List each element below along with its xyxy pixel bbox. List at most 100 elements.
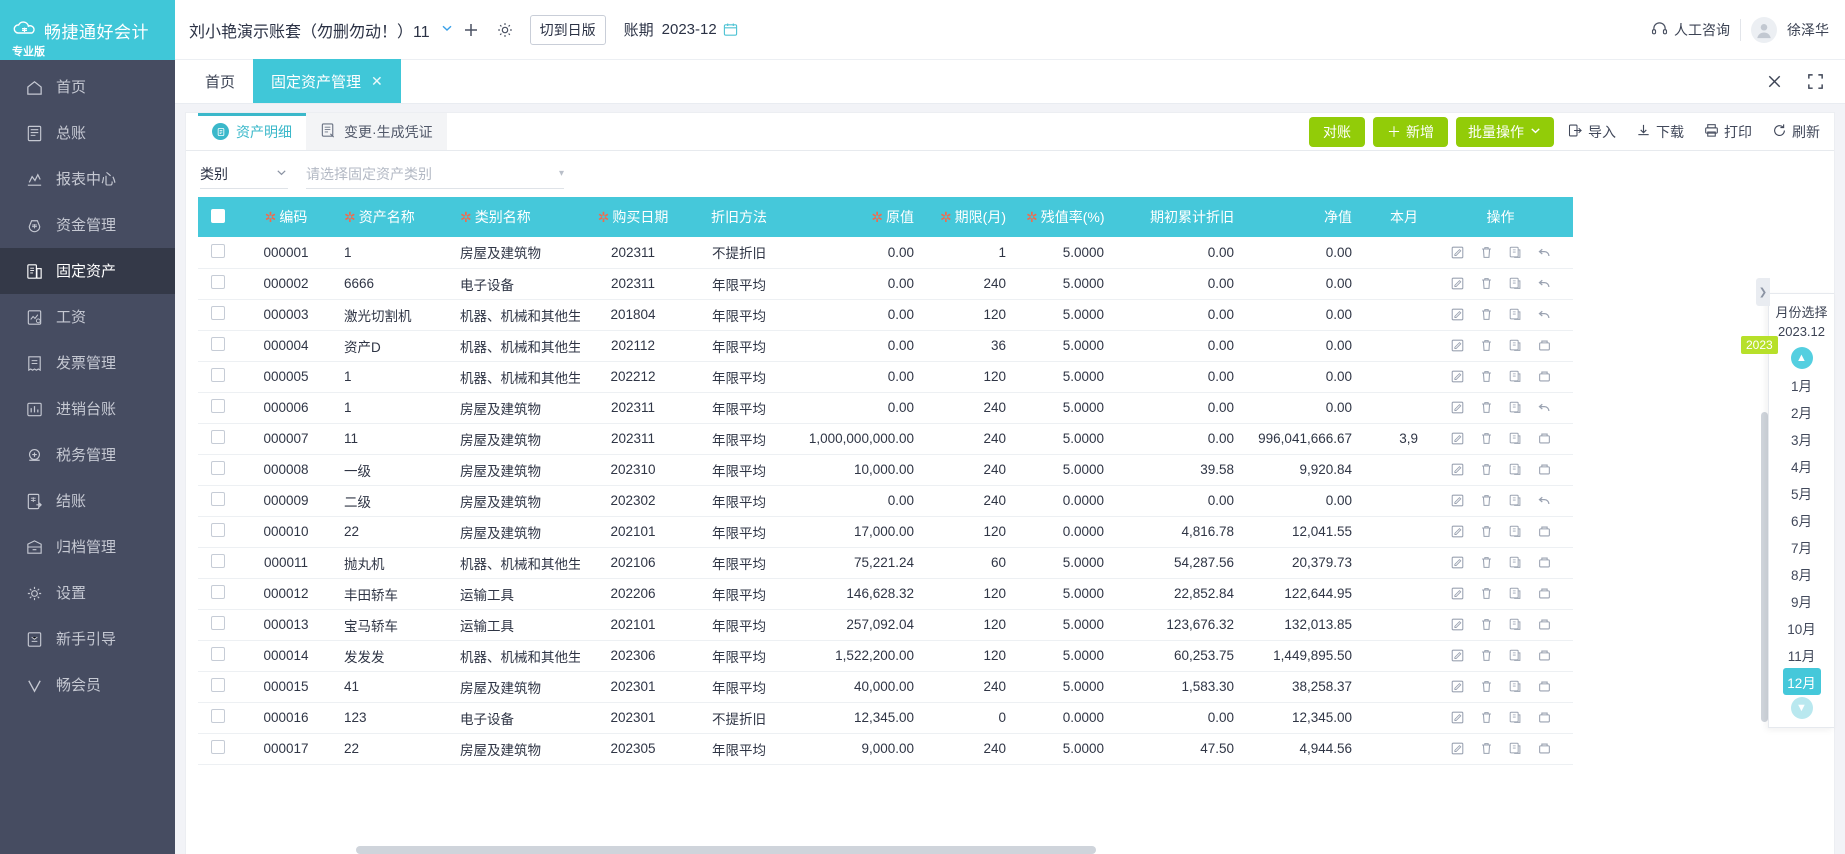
month-option-1月[interactable]: 1月 [1790, 378, 1812, 394]
add-button[interactable]: ＋ 新增 [1373, 117, 1448, 147]
sidebar-item-4[interactable]: 资金管理 [0, 202, 175, 248]
table-row[interactable]: 000015 41 房屋及建筑物 202301 年限平均 40,000.00 240 5.00… [198, 671, 1573, 703]
row-checkbox[interactable] [211, 554, 225, 568]
table-row[interactable]: 000006 1 房屋及建筑物 202311 年限平均 0.00 240 5.0000 0.00… [198, 392, 1573, 424]
month-option-6月[interactable]: 6月 [1790, 513, 1812, 529]
row-checkbox[interactable] [211, 430, 225, 444]
row-checkbox-cell[interactable] [198, 392, 238, 424]
row-checkbox-cell[interactable] [198, 733, 238, 765]
download-button[interactable]: 下载 [1630, 122, 1690, 142]
table-row[interactable]: 000004 资产D 机器、机械和其他生... 202112 年限平均 0.00 36 5.0… [198, 330, 1573, 362]
restore-icon[interactable] [1537, 462, 1552, 477]
sidebar-item-9[interactable]: 税务管理 [0, 432, 175, 478]
select-all-checkbox[interactable] [211, 208, 225, 223]
copy-icon[interactable] [1508, 710, 1523, 725]
row-checkbox-cell[interactable] [198, 237, 238, 269]
row-checkbox-cell[interactable] [198, 640, 238, 672]
category-search-input[interactable]: 请选择固定资产类别 ▾ [306, 159, 564, 189]
row-checkbox-cell[interactable] [198, 671, 238, 703]
edit-icon[interactable] [1450, 493, 1465, 508]
row-actions-cell[interactable] [1428, 702, 1573, 734]
month-option-10月[interactable]: 10月 [1787, 621, 1816, 637]
table-row[interactable]: 000014 发发发 机器、机械和其他生... 202306 年限平均 1,522,200… [198, 640, 1573, 672]
copy-icon[interactable] [1508, 493, 1523, 508]
restore-icon[interactable] [1537, 586, 1552, 601]
row-actions-cell[interactable] [1428, 547, 1573, 579]
delete-icon[interactable] [1479, 524, 1494, 539]
subtab-change-voucher[interactable]: 变更·生成凭证 [306, 113, 447, 150]
row-actions-cell[interactable] [1428, 671, 1573, 703]
copy-icon[interactable] [1508, 400, 1523, 415]
restore-icon[interactable] [1537, 679, 1552, 694]
row-checkbox[interactable] [211, 243, 225, 258]
edit-icon[interactable] [1450, 431, 1465, 446]
reconcile-button[interactable]: 对账 [1309, 117, 1365, 147]
delete-icon[interactable] [1479, 338, 1494, 353]
undo-icon[interactable] [1537, 245, 1552, 260]
copy-icon[interactable] [1508, 648, 1523, 663]
row-checkbox-cell[interactable] [198, 485, 238, 517]
row-checkbox-cell[interactable] [198, 361, 238, 393]
month-option-3月[interactable]: 3月 [1790, 432, 1812, 448]
edit-icon[interactable] [1450, 462, 1465, 477]
close-icon[interactable] [1765, 72, 1784, 91]
copy-icon[interactable] [1508, 524, 1523, 539]
month-option-8月[interactable]: 8月 [1790, 567, 1812, 583]
row-actions-cell[interactable] [1428, 330, 1573, 362]
copy-icon[interactable] [1508, 617, 1523, 632]
restore-icon[interactable] [1537, 710, 1552, 725]
edit-icon[interactable] [1450, 338, 1465, 353]
copy-icon[interactable] [1508, 741, 1523, 756]
delete-icon[interactable] [1479, 617, 1494, 632]
row-actions-cell[interactable] [1428, 733, 1573, 765]
copy-icon[interactable] [1508, 276, 1523, 291]
month-option-9月[interactable]: 9月 [1790, 594, 1812, 610]
sidebar-item-11[interactable]: 归档管理 [0, 524, 175, 570]
undo-icon[interactable] [1537, 276, 1552, 291]
row-actions-cell[interactable] [1428, 485, 1573, 517]
row-checkbox[interactable] [211, 492, 225, 506]
refresh-button[interactable]: 刷新 [1766, 122, 1826, 142]
chevron-down-icon[interactable] [430, 21, 454, 38]
table-row[interactable]: 000007 11 房屋及建筑物 202311 年限平均 1,000,000,000.00… [198, 423, 1573, 455]
edit-icon[interactable] [1450, 586, 1465, 601]
delete-icon[interactable] [1479, 741, 1494, 756]
sidebar-item-12[interactable]: 设置 [0, 570, 175, 616]
subtab-asset-detail[interactable]: 资产明细 [198, 113, 306, 150]
row-checkbox[interactable] [211, 647, 225, 661]
row-actions-cell[interactable] [1428, 516, 1573, 548]
sidebar-item-3[interactable]: 报表中心 [0, 156, 175, 202]
edit-icon[interactable] [1450, 555, 1465, 570]
edit-icon[interactable] [1450, 741, 1465, 756]
row-actions-cell[interactable] [1428, 361, 1573, 393]
copy-icon[interactable] [1508, 338, 1523, 353]
delete-icon[interactable] [1479, 555, 1494, 570]
row-checkbox-cell[interactable] [198, 516, 238, 548]
edit-icon[interactable] [1450, 307, 1465, 322]
copy-icon[interactable] [1508, 369, 1523, 384]
sidebar-item-13[interactable]: 新手引导 [0, 616, 175, 662]
delete-icon[interactable] [1479, 710, 1494, 725]
table-row[interactable]: 000005 1 机器、机械和其他生... 202212 年限平均 0.00 120 5.00… [198, 361, 1573, 393]
sidebar-item-14[interactable]: 畅会员 [0, 662, 175, 708]
row-checkbox-cell[interactable] [198, 423, 238, 455]
row-checkbox[interactable] [211, 337, 225, 351]
row-checkbox-cell[interactable] [198, 609, 238, 641]
table-row[interactable]: 000016 123 电子设备 202301 不提折旧 12,345.00 0 0.0000 0… [198, 702, 1573, 734]
edit-icon[interactable] [1450, 679, 1465, 694]
copy-icon[interactable] [1508, 462, 1523, 477]
edit-icon[interactable] [1450, 710, 1465, 725]
row-checkbox-cell[interactable] [198, 702, 238, 734]
row-checkbox-cell[interactable] [198, 268, 238, 300]
copy-icon[interactable] [1508, 679, 1523, 694]
table-row[interactable]: 000012 丰田轿车 运输工具 202206 年限平均 146,628.32 120 5.0… [198, 578, 1573, 610]
delete-icon[interactable] [1479, 648, 1494, 663]
delete-icon[interactable] [1479, 431, 1494, 446]
app-logo[interactable]: 畅捷通好会计 专业版 [0, 0, 175, 60]
copy-icon[interactable] [1508, 586, 1523, 601]
restore-icon[interactable] [1537, 555, 1552, 570]
row-actions-cell[interactable] [1428, 454, 1573, 486]
table-row[interactable]: 000009 二级 房屋及建筑物 202302 年限平均 0.00 240 0.0000 0.0… [198, 485, 1573, 517]
sidebar-item-6[interactable]: 工资 [0, 294, 175, 340]
print-button[interactable]: 打印 [1698, 122, 1758, 142]
